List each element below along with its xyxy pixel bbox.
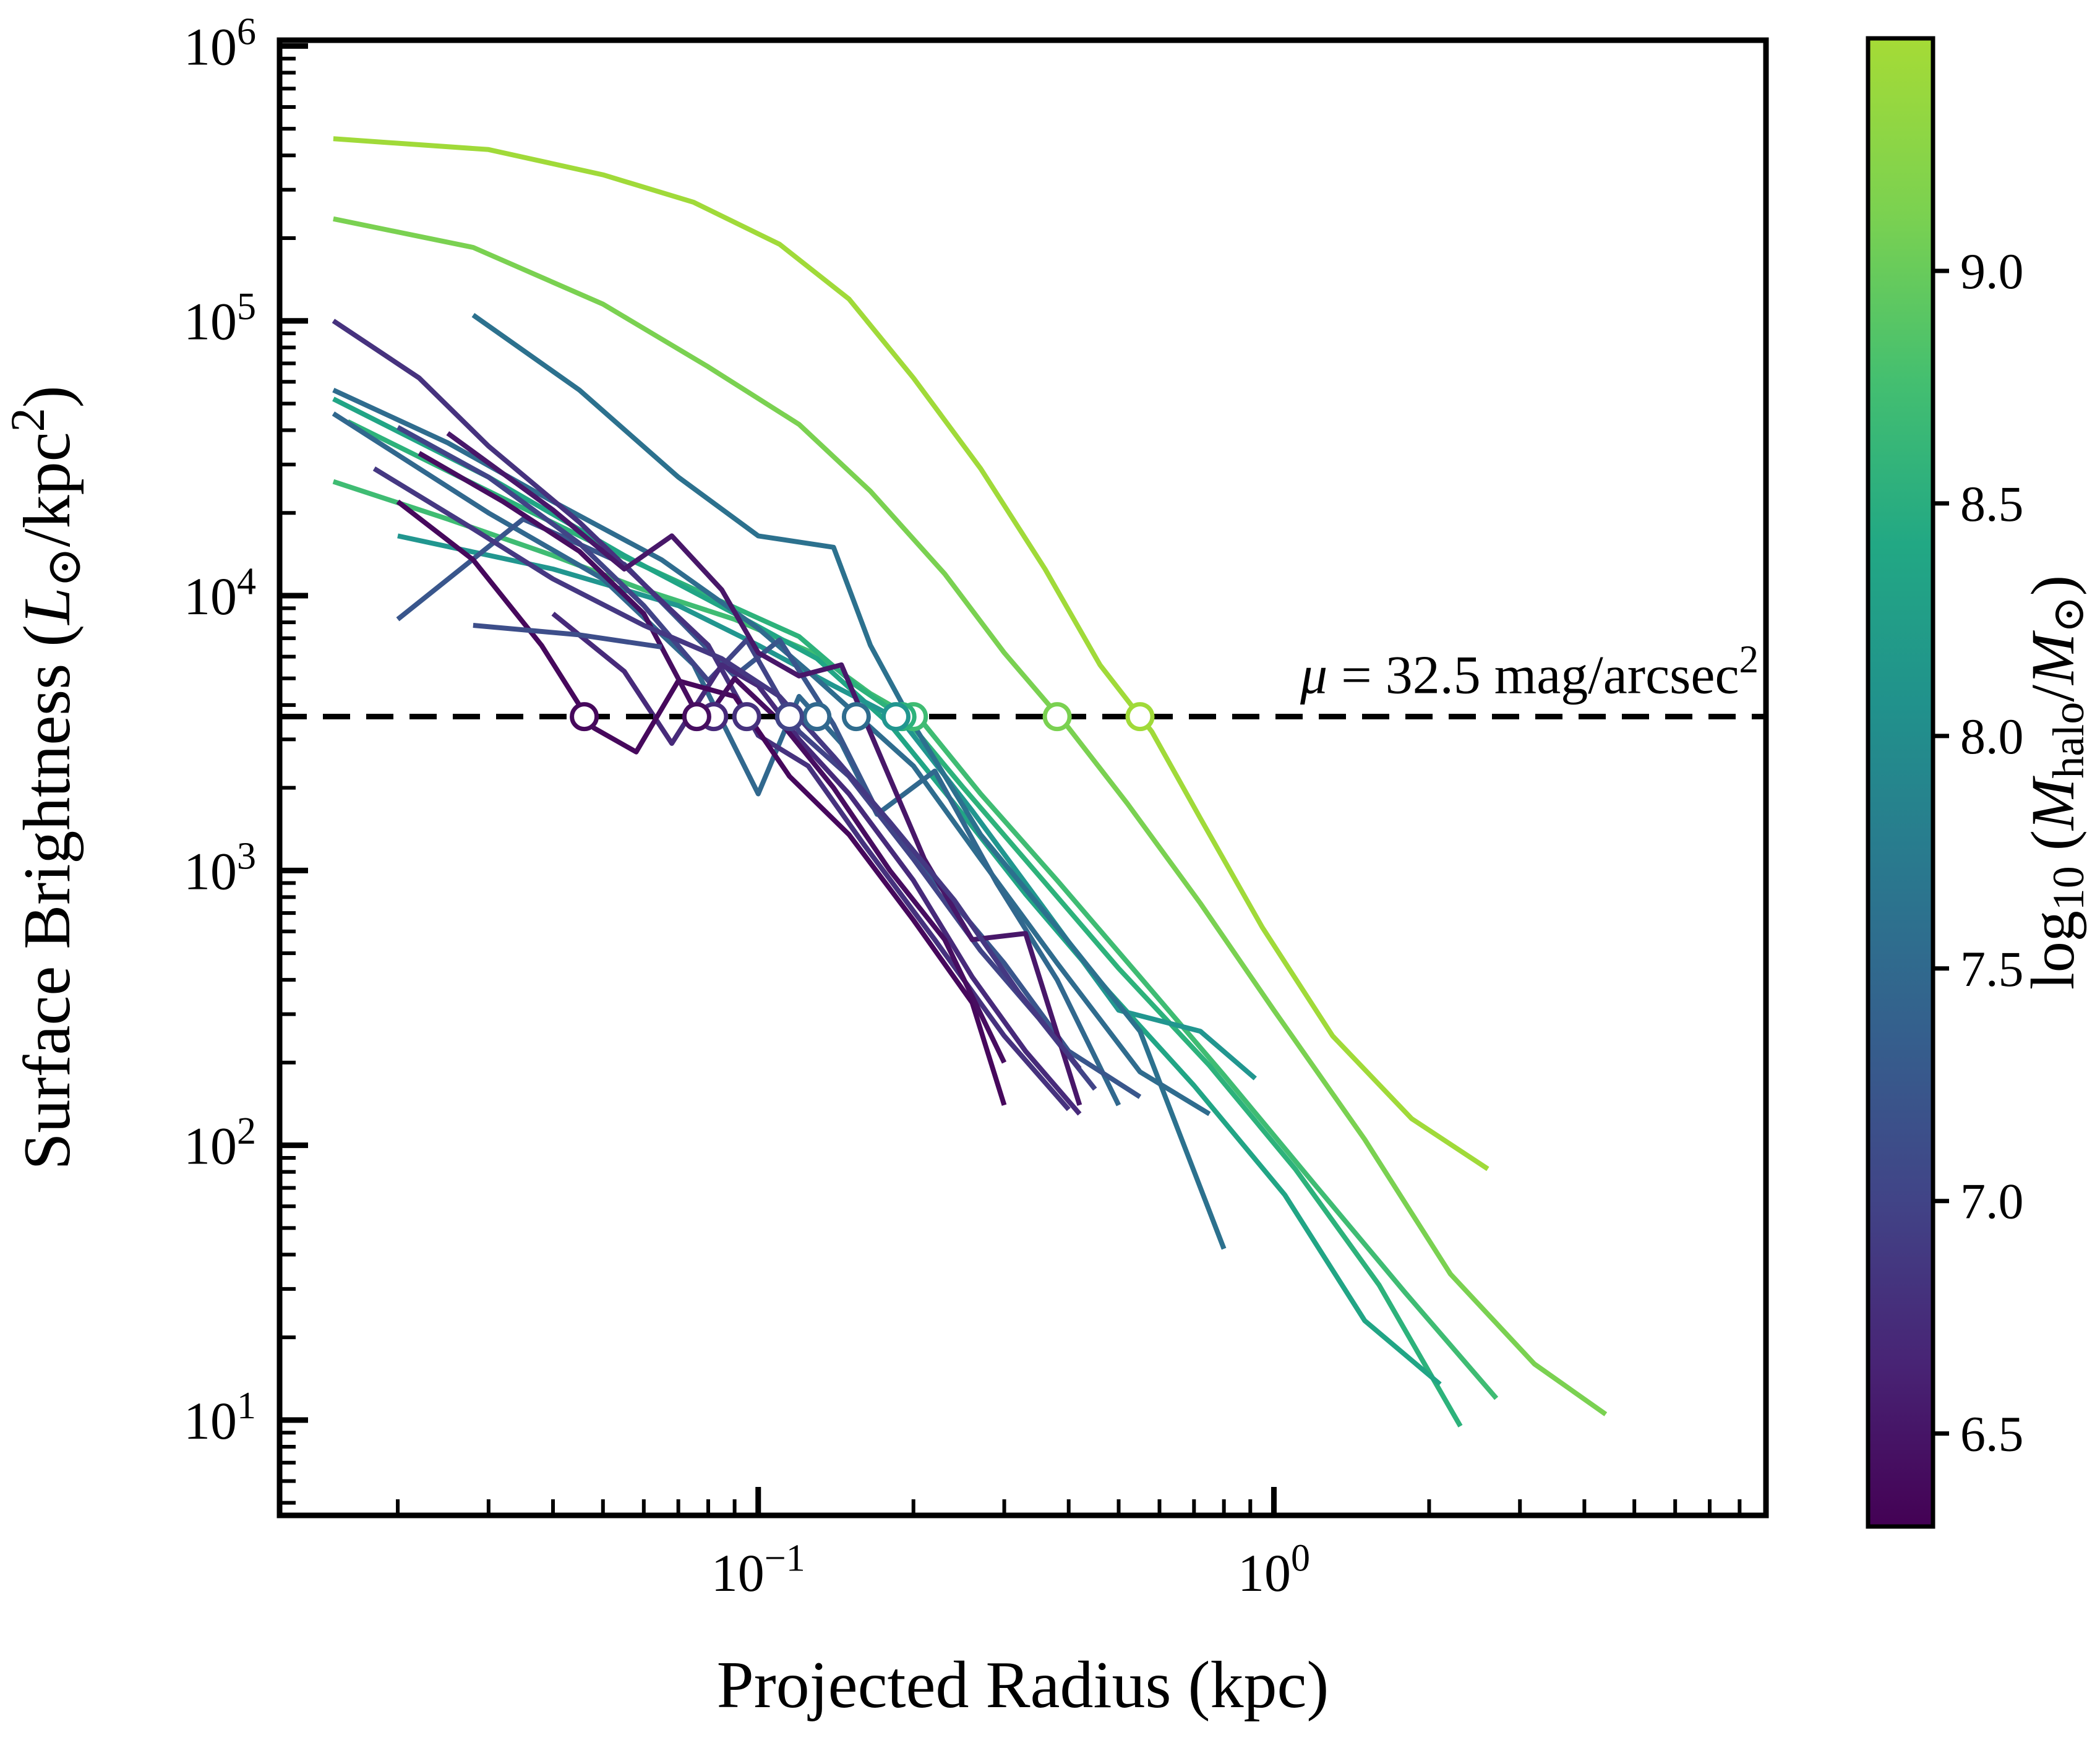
colorbar-frame	[1866, 36, 1935, 1529]
colorbar-tick-label: 6.5	[1960, 1406, 2024, 1462]
series-line	[332, 319, 1071, 1111]
y-tick-label: 102	[184, 1110, 256, 1176]
y-tick-label: 104	[184, 560, 256, 626]
colorbar-tick-label: 7.5	[1960, 941, 2024, 997]
y-tick-label: 103	[184, 836, 256, 901]
colorbar-tick-label: 8.0	[1960, 708, 2024, 765]
y-axis-label: Surface Brightness (L⊙/kpc2)	[1, 385, 90, 1170]
colorbar-tick-label: 7.0	[1960, 1173, 2024, 1230]
series-line	[396, 425, 1097, 1091]
plot-frame	[276, 37, 1769, 1518]
colorbar-tick-label: 8.5	[1960, 476, 2024, 532]
mu-annotation: μ = 32.5 mag/arcsec2	[1300, 638, 1759, 705]
x-axis-label: Projected Radius (kpc)	[717, 1648, 1329, 1722]
crossing-marker	[802, 702, 832, 732]
y-tick-label: 106	[184, 11, 256, 77]
crossing-marker	[881, 702, 911, 732]
x-tick-label: 100	[1238, 1537, 1310, 1603]
colorbar-gradient	[1868, 38, 1933, 1527]
series-line	[333, 216, 1608, 1416]
crossing-marker	[1125, 702, 1155, 732]
series-line	[372, 466, 1082, 1071]
series-line	[446, 431, 1082, 1106]
series-line	[333, 136, 1489, 1171]
series-line	[471, 313, 1227, 1250]
crossing-marker	[732, 702, 761, 732]
crossing-marker	[774, 702, 804, 732]
series-line	[332, 387, 1211, 1116]
y-tick-label: 101	[184, 1385, 256, 1450]
crossing-marker	[570, 702, 599, 732]
crossing-marker	[682, 702, 711, 732]
x-tick-label: 10−1	[711, 1537, 805, 1603]
colorbar-tick-label: 9.0	[1960, 243, 2024, 299]
colorbar-label: log10 (Mhalo/M⊙)	[2018, 575, 2093, 990]
crossing-marker	[1042, 702, 1072, 732]
crossing-marker	[841, 702, 871, 732]
series-lines	[332, 136, 1608, 1428]
series-line	[473, 623, 662, 650]
y-tick-label: 105	[184, 286, 256, 351]
series-line	[418, 451, 1007, 1064]
